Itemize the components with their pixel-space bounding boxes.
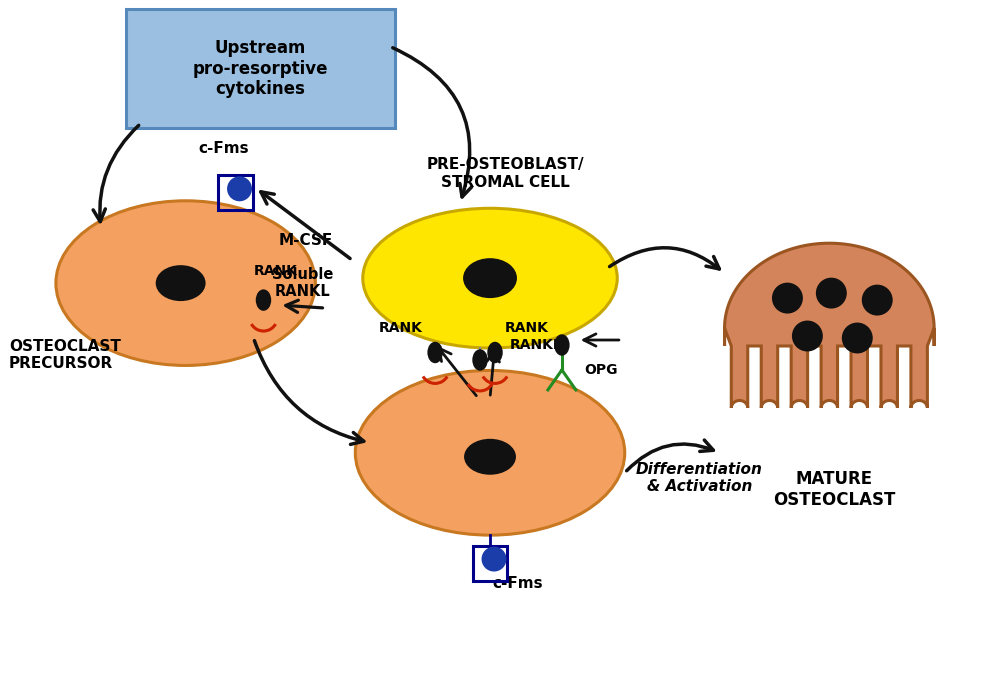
Ellipse shape: [464, 439, 516, 475]
Text: RANK: RANK: [505, 321, 549, 334]
Circle shape: [227, 176, 252, 202]
FancyBboxPatch shape: [126, 9, 395, 129]
Text: RANK: RANK: [378, 321, 422, 334]
Text: Soluble
RANKL: Soluble RANKL: [272, 267, 333, 299]
Text: Upstream
pro-resorptive
cytokines: Upstream pro-resorptive cytokines: [193, 39, 328, 98]
Ellipse shape: [554, 334, 570, 356]
Circle shape: [482, 546, 506, 572]
Ellipse shape: [256, 290, 271, 311]
Ellipse shape: [363, 208, 617, 348]
Text: Differentiation
& Activation: Differentiation & Activation: [636, 462, 763, 494]
Ellipse shape: [487, 342, 503, 363]
Circle shape: [862, 285, 893, 316]
Circle shape: [792, 321, 823, 352]
Ellipse shape: [427, 342, 443, 363]
Text: OPG: OPG: [584, 363, 617, 377]
Text: OSTEOCLAST
PRECURSOR: OSTEOCLAST PRECURSOR: [9, 338, 121, 372]
Circle shape: [816, 278, 847, 309]
Text: RANKL: RANKL: [510, 338, 563, 352]
Text: M-CSF: M-CSF: [278, 233, 333, 248]
Text: MATURE
OSTEOCLAST: MATURE OSTEOCLAST: [773, 471, 896, 509]
Polygon shape: [725, 244, 934, 408]
Text: RANK: RANK: [253, 264, 297, 278]
Circle shape: [842, 323, 873, 354]
Ellipse shape: [56, 201, 315, 365]
Ellipse shape: [463, 258, 517, 298]
Ellipse shape: [156, 265, 206, 301]
Ellipse shape: [355, 370, 625, 535]
Text: c-Fms: c-Fms: [198, 141, 249, 156]
Text: c-Fms: c-Fms: [493, 576, 543, 590]
Ellipse shape: [472, 350, 488, 371]
Circle shape: [772, 283, 803, 314]
Text: PRE-OSTEOBLAST/
STROMAL CELL: PRE-OSTEOBLAST/ STROMAL CELL: [426, 157, 584, 190]
